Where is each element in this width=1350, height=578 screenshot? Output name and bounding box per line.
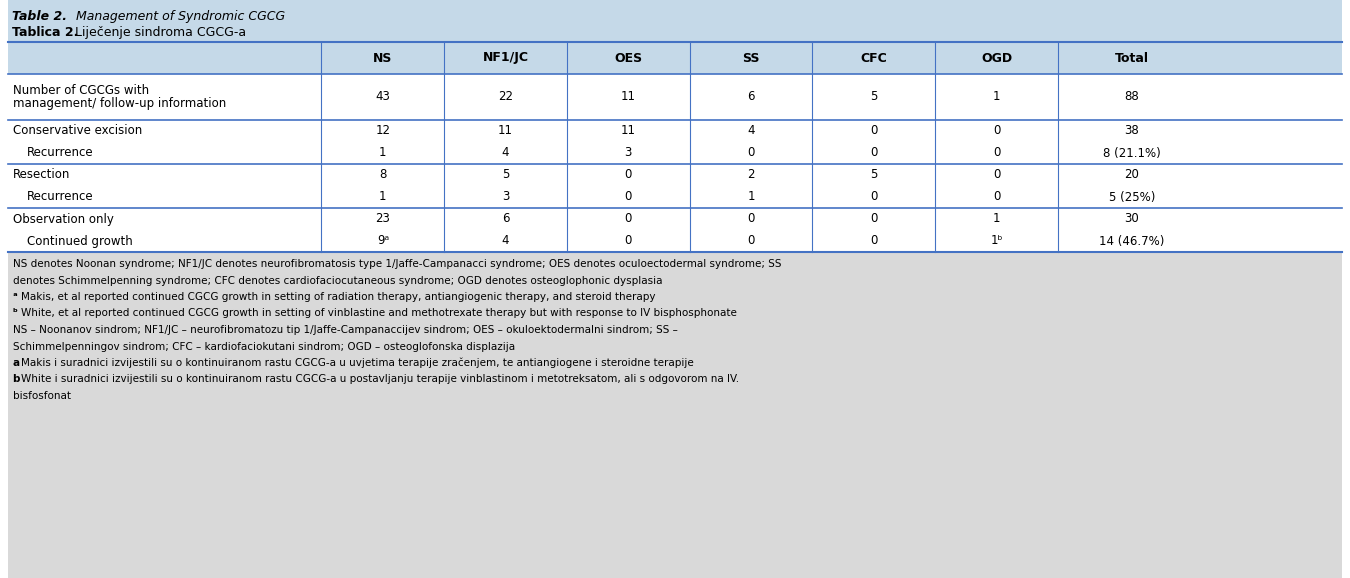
Text: 0: 0 bbox=[871, 124, 878, 138]
Text: 11: 11 bbox=[498, 124, 513, 138]
Text: 3: 3 bbox=[625, 146, 632, 160]
Text: 5: 5 bbox=[502, 169, 509, 181]
Text: OES: OES bbox=[614, 51, 643, 65]
Text: 88: 88 bbox=[1125, 91, 1139, 103]
Text: Makis, et al reported continued CGCG growth in setting of radiation therapy, ant: Makis, et al reported continued CGCG gro… bbox=[20, 292, 655, 302]
Text: 4: 4 bbox=[502, 146, 509, 160]
Text: 4: 4 bbox=[502, 235, 509, 247]
Text: 23: 23 bbox=[375, 213, 390, 225]
Bar bbox=[8, 74, 1342, 120]
Text: 0: 0 bbox=[992, 146, 1000, 160]
Bar bbox=[8, 120, 1342, 142]
Text: SS: SS bbox=[743, 51, 760, 65]
Text: Number of CGCGs with: Number of CGCGs with bbox=[14, 84, 148, 97]
Text: 0: 0 bbox=[625, 191, 632, 203]
Text: 0: 0 bbox=[871, 235, 878, 247]
Text: Resection: Resection bbox=[14, 169, 70, 181]
Text: 5: 5 bbox=[871, 91, 878, 103]
Text: Recurrence: Recurrence bbox=[27, 191, 93, 203]
Text: 14 (46.7%): 14 (46.7%) bbox=[1099, 235, 1165, 247]
Bar bbox=[8, 208, 1342, 230]
Text: Conservative excision: Conservative excision bbox=[14, 124, 142, 138]
Text: NS – Noonanov sindrom; NF1/JC – neurofibromatozu tip 1/Jaffe-Campanaccijev sindr: NS – Noonanov sindrom; NF1/JC – neurofib… bbox=[14, 325, 678, 335]
Text: 0: 0 bbox=[625, 169, 632, 181]
Text: 3: 3 bbox=[502, 191, 509, 203]
Bar bbox=[8, 164, 1342, 186]
Text: OGD: OGD bbox=[981, 51, 1012, 65]
Text: NS denotes Noonan syndrome; NF1/JC denotes neurofibromatosis type 1/Jaffe-Campan: NS denotes Noonan syndrome; NF1/JC denot… bbox=[14, 259, 782, 269]
Text: 38: 38 bbox=[1125, 124, 1139, 138]
Text: 5 (25%): 5 (25%) bbox=[1108, 191, 1156, 203]
Text: Recurrence: Recurrence bbox=[27, 146, 93, 160]
Text: Observation only: Observation only bbox=[14, 213, 113, 225]
Text: 1: 1 bbox=[379, 191, 386, 203]
Text: NS: NS bbox=[373, 51, 393, 65]
Text: 5: 5 bbox=[871, 169, 878, 181]
Text: 11: 11 bbox=[621, 91, 636, 103]
Text: Management of Syndromic CGCG: Management of Syndromic CGCG bbox=[63, 10, 285, 23]
Text: 11: 11 bbox=[621, 124, 636, 138]
Text: 6: 6 bbox=[748, 91, 755, 103]
Text: 0: 0 bbox=[992, 124, 1000, 138]
Text: 1: 1 bbox=[992, 213, 1000, 225]
Text: 8: 8 bbox=[379, 169, 386, 181]
Text: 8 (21.1%): 8 (21.1%) bbox=[1103, 146, 1161, 160]
Text: 0: 0 bbox=[625, 213, 632, 225]
Text: 0: 0 bbox=[748, 146, 755, 160]
Text: b: b bbox=[14, 375, 24, 384]
Text: 2: 2 bbox=[748, 169, 755, 181]
Text: ᵃ: ᵃ bbox=[14, 292, 22, 302]
Text: 0: 0 bbox=[992, 191, 1000, 203]
Text: 30: 30 bbox=[1125, 213, 1139, 225]
Text: 9ᵃ: 9ᵃ bbox=[377, 235, 389, 247]
Text: 1: 1 bbox=[748, 191, 755, 203]
Text: 1ᵇ: 1ᵇ bbox=[991, 235, 1003, 247]
Text: bisfosfonat: bisfosfonat bbox=[14, 391, 72, 401]
Text: a: a bbox=[14, 358, 24, 368]
Text: Schimmelpenningov sindrom; CFC – kardiofaciokutani sindrom; OGD – osteoglofonska: Schimmelpenningov sindrom; CFC – kardiof… bbox=[14, 342, 516, 351]
Text: White, et al reported continued CGCG growth in setting of vinblastine and methot: White, et al reported continued CGCG gro… bbox=[20, 309, 737, 318]
Text: Liječenje sindroma CGCG-a: Liječenje sindroma CGCG-a bbox=[68, 26, 246, 39]
Text: 0: 0 bbox=[625, 235, 632, 247]
Text: 0: 0 bbox=[748, 213, 755, 225]
Text: Table 2.: Table 2. bbox=[12, 10, 68, 23]
Text: NF1/JC: NF1/JC bbox=[482, 51, 529, 65]
Bar bbox=[8, 42, 1342, 74]
Text: 0: 0 bbox=[992, 169, 1000, 181]
Bar bbox=[8, 142, 1342, 164]
Text: denotes Schimmelpenning syndrome; CFC denotes cardiofaciocutaneous syndrome; OGD: denotes Schimmelpenning syndrome; CFC de… bbox=[14, 276, 663, 286]
Text: CFC: CFC bbox=[860, 51, 887, 65]
Text: Makis i suradnici izvijestili su o kontinuiranom rastu CGCG-a u uvjetima terapij: Makis i suradnici izvijestili su o konti… bbox=[20, 358, 694, 369]
Text: 0: 0 bbox=[871, 213, 878, 225]
Text: 0: 0 bbox=[748, 235, 755, 247]
Text: management/ follow-up information: management/ follow-up information bbox=[14, 97, 227, 110]
Text: 22: 22 bbox=[498, 91, 513, 103]
Text: Total: Total bbox=[1115, 51, 1149, 65]
Bar bbox=[8, 186, 1342, 208]
Text: 0: 0 bbox=[871, 146, 878, 160]
Text: Continued growth: Continued growth bbox=[27, 235, 132, 247]
Text: 43: 43 bbox=[375, 91, 390, 103]
Text: 1: 1 bbox=[992, 91, 1000, 103]
Text: ᵇ: ᵇ bbox=[14, 309, 22, 318]
Bar bbox=[8, 252, 1342, 578]
Bar bbox=[8, 230, 1342, 252]
Text: 0: 0 bbox=[871, 191, 878, 203]
Text: 4: 4 bbox=[748, 124, 755, 138]
Text: 20: 20 bbox=[1125, 169, 1139, 181]
Text: 12: 12 bbox=[375, 124, 390, 138]
Text: Tablica 2.: Tablica 2. bbox=[12, 26, 78, 39]
Text: White i suradnici izvijestili su o kontinuiranom rastu CGCG-a u postavljanju ter: White i suradnici izvijestili su o konti… bbox=[20, 375, 738, 384]
Bar bbox=[8, 0, 1342, 42]
Text: 6: 6 bbox=[502, 213, 509, 225]
Text: 1: 1 bbox=[379, 146, 386, 160]
